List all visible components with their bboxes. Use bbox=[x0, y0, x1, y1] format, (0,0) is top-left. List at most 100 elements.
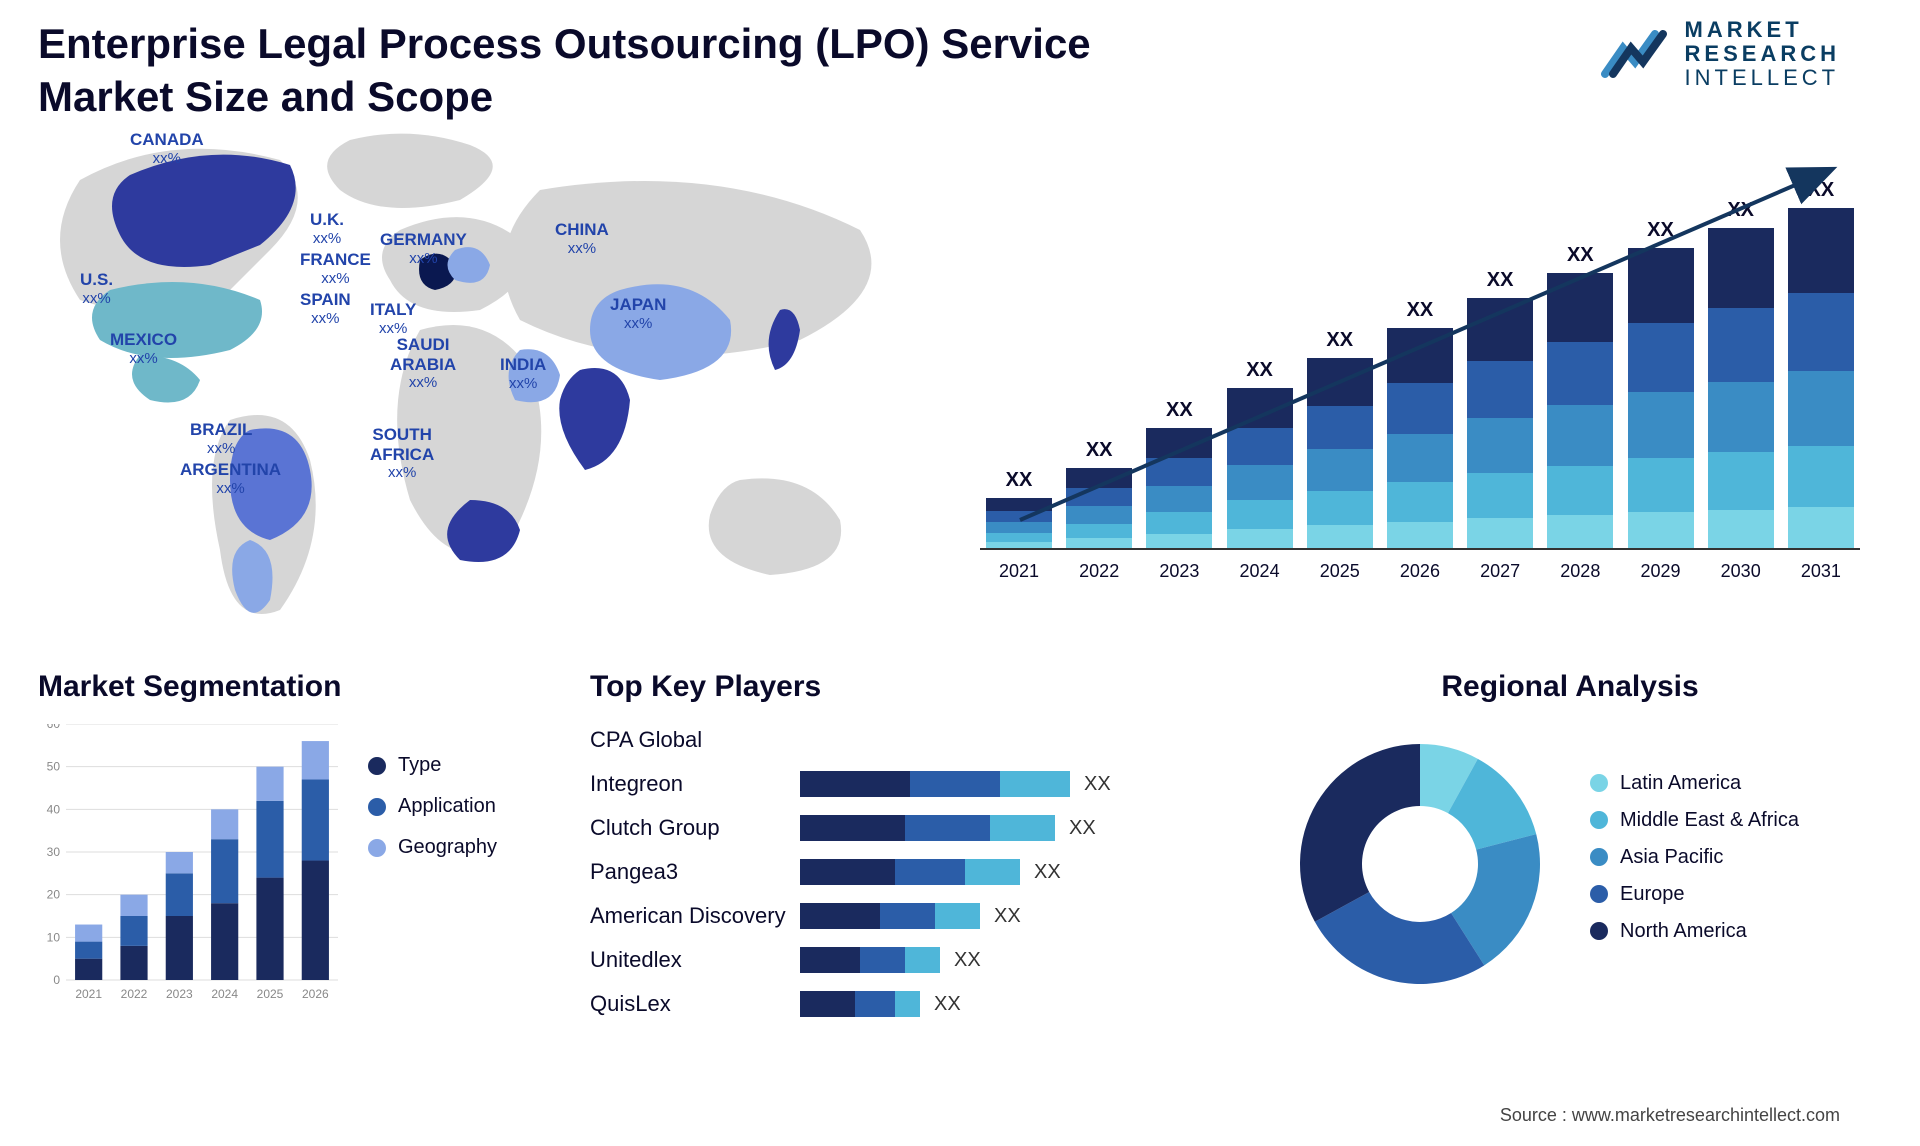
player-bar-segment bbox=[800, 771, 910, 797]
growth-bar-segment bbox=[1066, 524, 1132, 538]
seg-bar-segment bbox=[120, 916, 147, 946]
seg-bar-segment bbox=[166, 916, 193, 980]
seg-bar-segment bbox=[256, 878, 283, 980]
growth-bar-label: XX bbox=[1628, 219, 1694, 242]
growth-year-label: 2028 bbox=[1547, 561, 1613, 582]
players-title: Top Key Players bbox=[590, 670, 1130, 704]
growth-bar-segment bbox=[1307, 449, 1373, 491]
seg-bar-segment bbox=[256, 767, 283, 801]
player-row: Clutch GroupXX bbox=[590, 812, 1130, 844]
seg-bar-segment bbox=[302, 861, 329, 980]
growth-bar-segment bbox=[1387, 383, 1453, 434]
legend-dot bbox=[1590, 922, 1608, 940]
growth-bar-segment bbox=[1227, 388, 1293, 428]
growth-bar-segment bbox=[1467, 473, 1533, 518]
growth-bar-segment bbox=[1628, 458, 1694, 512]
legend-dot bbox=[1590, 848, 1608, 866]
player-value: XX bbox=[1034, 861, 1061, 884]
growth-bar-segment bbox=[1547, 515, 1613, 548]
growth-bar-segment bbox=[1628, 392, 1694, 458]
donut-slice bbox=[1300, 744, 1420, 922]
growth-bar-label: XX bbox=[1788, 179, 1854, 202]
growth-bar-label: XX bbox=[1467, 269, 1533, 292]
growth-bar-segment bbox=[1788, 371, 1854, 446]
map-svg bbox=[20, 120, 920, 640]
growth-bar-segment bbox=[1788, 293, 1854, 371]
growth-bar-2021: XX bbox=[986, 498, 1052, 548]
brand-logo: MARKET RESEARCH INTELLECT bbox=[1601, 18, 1840, 91]
svg-text:20: 20 bbox=[47, 888, 61, 902]
growth-bar-segment bbox=[1066, 538, 1132, 548]
players-section: Top Key Players CPA GlobalIntegreonXXClu… bbox=[590, 670, 1130, 1032]
player-row: UnitedlexXX bbox=[590, 944, 1130, 976]
seg-bar-segment bbox=[166, 873, 193, 916]
player-bar bbox=[800, 991, 920, 1017]
growth-bar-label: XX bbox=[986, 469, 1052, 492]
segmentation-legend: TypeApplicationGeography bbox=[368, 724, 497, 877]
regional-donut bbox=[1280, 724, 1560, 1004]
legend-dot bbox=[1590, 774, 1608, 792]
seg-bar-segment bbox=[211, 809, 238, 839]
legend-label: Type bbox=[398, 754, 441, 777]
growth-bar-segment bbox=[986, 533, 1052, 542]
svg-text:2022: 2022 bbox=[121, 987, 148, 1001]
growth-bar-segment bbox=[1547, 405, 1613, 466]
legend-dot bbox=[1590, 885, 1608, 903]
growth-year-label: 2031 bbox=[1788, 561, 1854, 582]
growth-bar-segment bbox=[986, 511, 1052, 523]
regional-legend-item: Latin America bbox=[1590, 772, 1799, 795]
growth-bar-segment bbox=[1387, 522, 1453, 548]
page-title: Enterprise Legal Process Outsourcing (LP… bbox=[38, 18, 1118, 123]
player-bar-segment bbox=[905, 815, 990, 841]
regional-legend: Latin AmericaMiddle East & AfricaAsia Pa… bbox=[1590, 772, 1799, 957]
source-text: Source : www.marketresearchintellect.com bbox=[1500, 1105, 1840, 1126]
growth-year-label: 2027 bbox=[1467, 561, 1533, 582]
growth-bar-segment bbox=[1708, 452, 1774, 510]
legend-dot bbox=[368, 839, 386, 857]
player-bar-segment bbox=[1000, 771, 1070, 797]
growth-bar-segment bbox=[1708, 228, 1774, 308]
growth-year-label: 2030 bbox=[1708, 561, 1774, 582]
player-bar-segment bbox=[800, 903, 880, 929]
growth-bar-segment bbox=[1547, 466, 1613, 516]
seg-bar-segment bbox=[75, 925, 102, 942]
player-name: CPA Global bbox=[590, 727, 800, 753]
svg-text:2026: 2026 bbox=[302, 987, 329, 1001]
player-name: Pangea3 bbox=[590, 859, 800, 885]
map-label-u-s-: U.S.xx% bbox=[80, 270, 113, 307]
growth-bar-segment bbox=[1547, 342, 1613, 405]
legend-dot bbox=[1590, 811, 1608, 829]
svg-text:2024: 2024 bbox=[211, 987, 238, 1001]
growth-bar-segment bbox=[1788, 446, 1854, 507]
player-row: CPA Global bbox=[590, 724, 1130, 756]
growth-bar-segment bbox=[1387, 328, 1453, 383]
player-bar-segment bbox=[800, 815, 905, 841]
growth-bar-segment bbox=[1227, 500, 1293, 529]
logo-icon bbox=[1601, 26, 1671, 82]
growth-bar-label: XX bbox=[1227, 359, 1293, 382]
map-region bbox=[709, 478, 841, 575]
map-region bbox=[327, 134, 493, 208]
legend-label: Geography bbox=[398, 836, 497, 859]
seg-bar-segment bbox=[75, 959, 102, 980]
legend-dot bbox=[368, 757, 386, 775]
map-label-south-africa: SOUTHAFRICAxx% bbox=[370, 425, 434, 481]
player-bar-segment bbox=[855, 991, 895, 1017]
seg-bar-segment bbox=[75, 942, 102, 959]
growth-year-label: 2022 bbox=[1066, 561, 1132, 582]
growth-chart: XXXXXXXXXXXXXXXXXXXXXX 20212022202320242… bbox=[980, 160, 1860, 590]
growth-bar-segment bbox=[1146, 534, 1212, 548]
map-label-japan: JAPANxx% bbox=[610, 295, 666, 332]
growth-bar-segment bbox=[1387, 482, 1453, 522]
growth-bar-2031: XX bbox=[1788, 208, 1854, 548]
map-label-india: INDIAxx% bbox=[500, 355, 546, 392]
map-label-saudi-arabia: SAUDIARABIAxx% bbox=[390, 335, 456, 391]
map-label-france: FRANCExx% bbox=[300, 250, 371, 287]
map-label-u-k-: U.K.xx% bbox=[310, 210, 344, 247]
player-bar-segment bbox=[990, 815, 1055, 841]
regional-legend-item: North America bbox=[1590, 920, 1799, 943]
growth-bar-segment bbox=[1227, 428, 1293, 465]
svg-text:2021: 2021 bbox=[75, 987, 102, 1001]
growth-bar-label: XX bbox=[1387, 299, 1453, 322]
player-name: QuisLex bbox=[590, 991, 800, 1017]
